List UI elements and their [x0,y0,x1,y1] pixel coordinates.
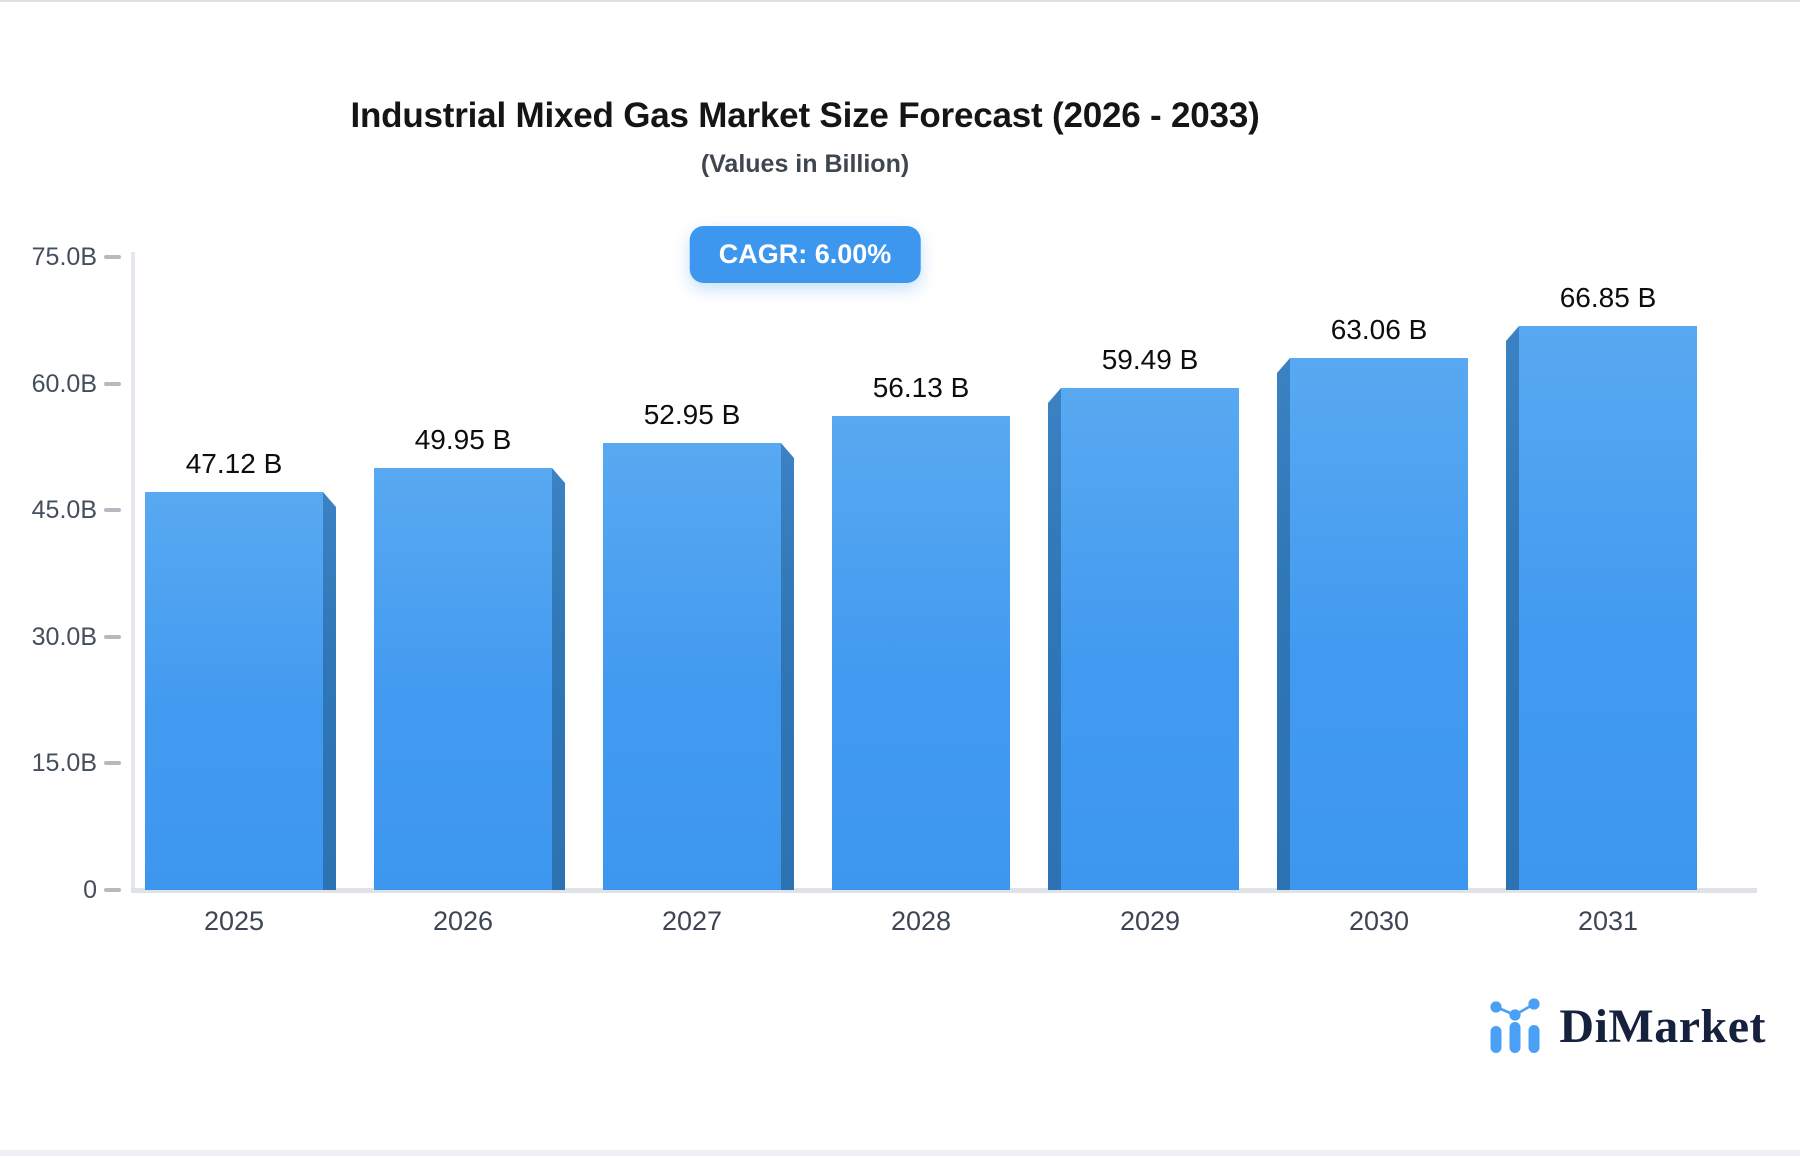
bar-face-2031[interactable] [1519,326,1697,890]
bar-face-2029[interactable] [1061,388,1239,890]
y-axis-tick-mark [104,761,121,765]
y-axis-tick-label: 60.0B [31,370,97,398]
y-axis-tick-mark [104,635,121,639]
bar-side-2029 [1048,388,1061,890]
x-axis-label-2026: 2026 [432,906,494,936]
x-axis-label-2030: 2030 [1348,906,1410,936]
x-axis-label-2027: 2027 [661,906,723,936]
bar-face-2026[interactable] [374,468,552,890]
y-axis-tick-label: 30.0B [31,623,97,651]
bar-value-label: 59.49 B [1101,344,1199,375]
y-axis-tick-label: 0 [83,876,97,904]
bar-value-label: 52.95 B [643,399,741,430]
y-axis-tick-mark [104,382,121,386]
bar-face-2030[interactable] [1290,358,1468,890]
x-axis-baseline [131,888,1757,893]
x-axis-label-2028: 2028 [890,906,952,936]
y-axis-tick-label: 45.0B [31,496,97,524]
x-axis-label-2031: 2031 [1577,906,1639,936]
page-title: Industrial Mixed Gas Market Size Forecas… [350,96,1260,135]
bar-value-label: 56.13 B [872,372,970,403]
logo-text: DiMarket [1559,999,1766,1053]
y-axis-tick-mark [104,255,121,259]
bar-side-2030 [1277,358,1290,890]
bar-value-label: 49.95 B [414,424,512,455]
page-subtitle: (Values in Billion) [700,150,910,178]
bar-face-2027[interactable] [603,443,781,890]
dimarket-logo: DiMarket [1488,990,1766,1062]
bar-value-label: 66.85 B [1559,282,1657,313]
bar-chart-logo-icon [1490,998,1541,1053]
x-axis-label-2025: 2025 [203,906,265,936]
y-axis-line [131,252,135,890]
x-axis-label-2029: 2029 [1119,906,1181,936]
bar-side-2027 [781,443,794,890]
y-axis-tick-label: 15.0B [31,749,97,777]
bottom-edge-strip [0,1150,1800,1156]
cagr-badge: CAGR: 6.00% [689,226,921,283]
y-axis-tick-mark [104,888,121,892]
bar-face-2028[interactable] [832,416,1010,890]
bar-value-label: 47.12 B [185,448,283,479]
y-axis-tick-label: 75.0B [31,243,97,271]
bar-side-2026 [552,468,565,890]
y-axis-tick-mark [104,508,121,512]
bar-face-2025[interactable] [145,492,323,890]
bar-value-label: 63.06 B [1330,314,1428,345]
bar-side-2025 [323,492,336,890]
bar-side-2031 [1506,326,1519,890]
